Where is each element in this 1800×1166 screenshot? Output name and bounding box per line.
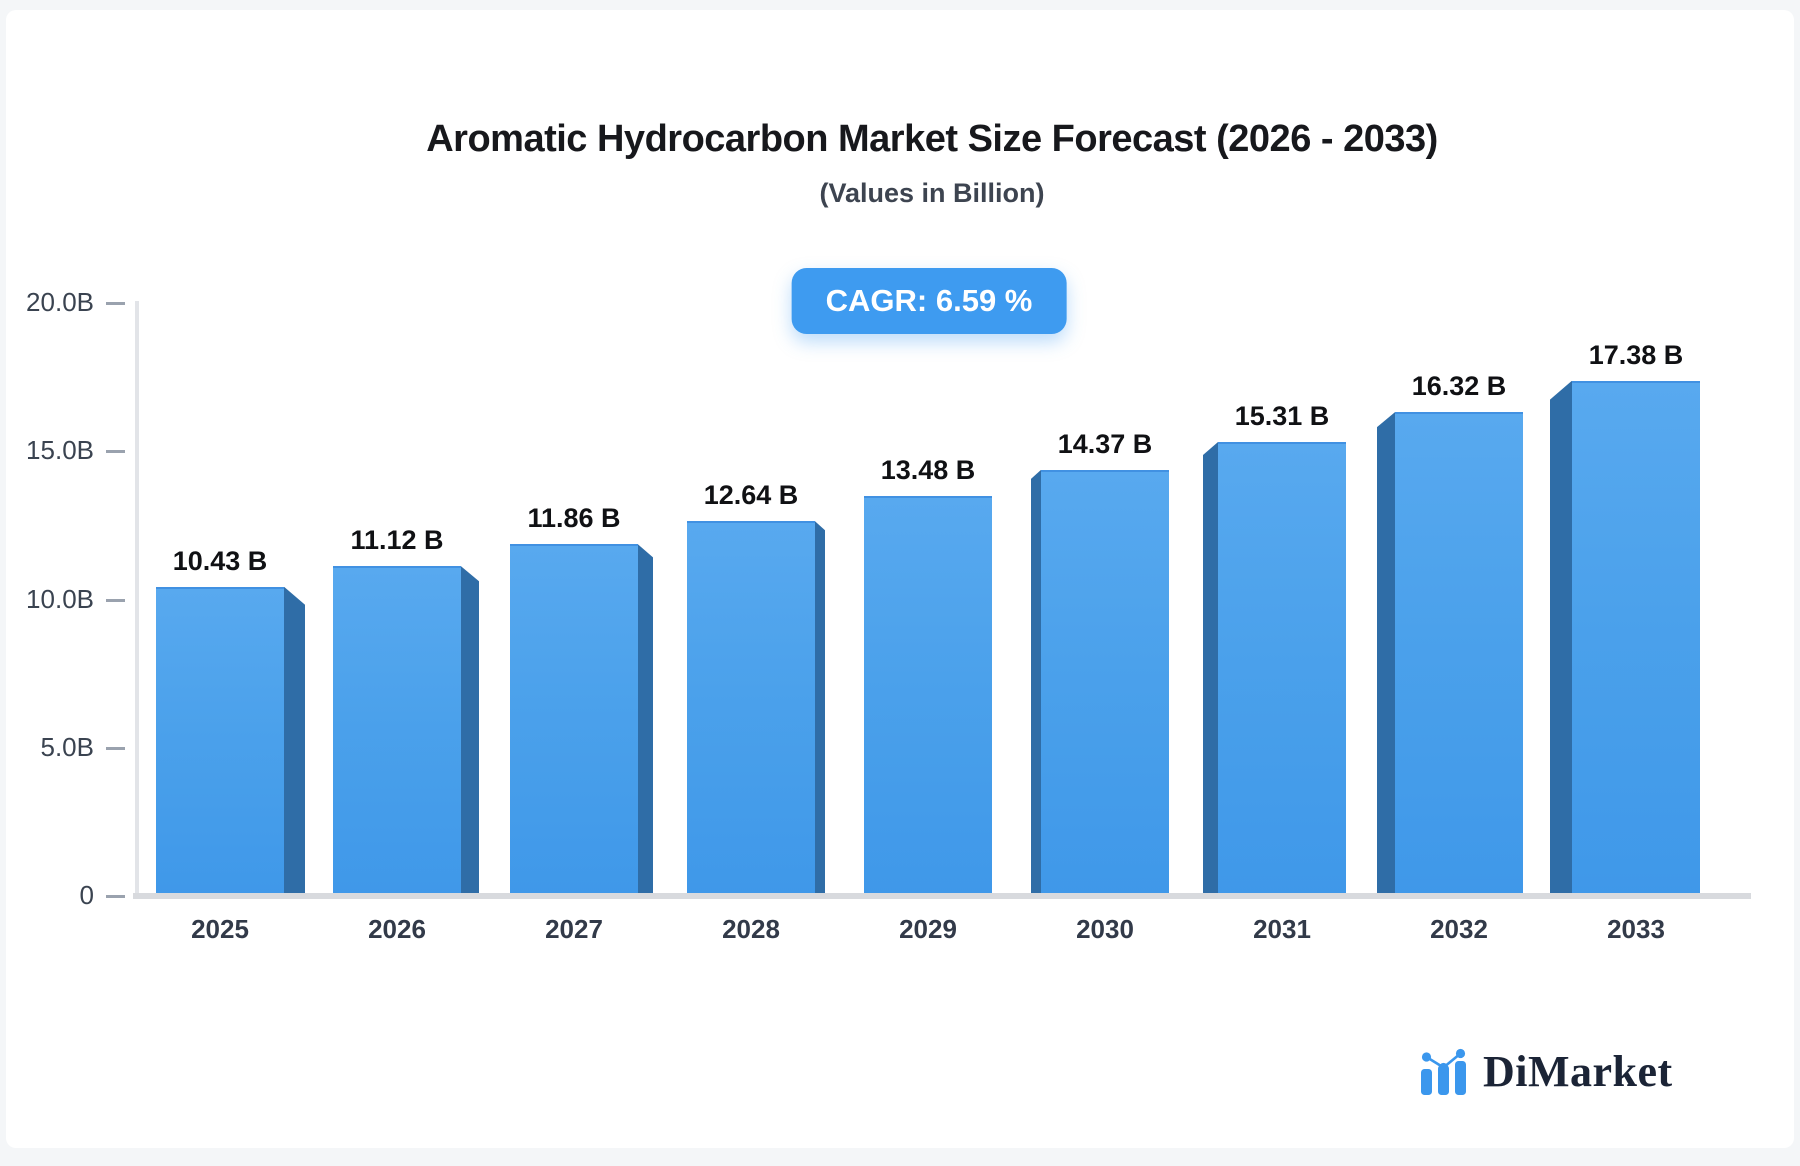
y-axis-tick-mark [106,895,125,898]
bar-2032-side [1377,412,1395,896]
y-axis-tick-mark [106,598,125,602]
bar-value-label-2028: 12.64 B [703,480,799,511]
y-axis-line [135,301,139,898]
y-axis-tick-mark [106,746,125,750]
chart-card: Aromatic Hydrocarbon Market Size Forecas… [6,10,1794,1148]
x-axis-label-2032: 2032 [1430,914,1488,944]
bar-2032 [1395,412,1523,896]
y-axis-tick-label: 15.0B [26,435,94,466]
bar-2026-side [461,566,479,896]
chart-subtitle: (Values in Billion) [819,178,1045,208]
bar-chart-plot: 20.0B 15.0B 10.0B 5.0B 0 10.43 B 2025 11.12 B 20… [6,10,1800,1166]
bar-2031 [1218,442,1346,896]
bar-2026 [333,566,461,896]
chart-title: Aromatic Hydrocarbon Market Size Forecas… [426,118,1438,160]
bar-value-label-2025: 10.43 B [172,545,268,576]
bar-value-label-2031: 15.31 B [1234,401,1330,432]
bar-2033-side [1550,380,1572,896]
bar-value-label-2026: 11.12 B [350,525,444,556]
x-axis-label-2025: 2025 [191,914,249,944]
bar-2025-side [284,586,305,896]
bar-2027-side [638,544,653,896]
bar-2031-side [1203,442,1218,896]
bar-2025 [156,586,284,896]
bar-value-label-2030: 14.37 B [1057,428,1153,459]
bar-chart-logo-icon [1421,1048,1466,1095]
bar-2028 [687,521,815,896]
x-axis-line [133,893,1751,899]
bar-value-label-2029: 13.48 B [880,455,976,486]
y-axis-tick-label: 5.0B [40,731,95,762]
bar-value-label-2032: 16.32 B [1411,371,1507,402]
bar-2028-side [815,521,825,896]
x-axis-label-2031: 2031 [1253,914,1311,944]
bar-value-label-2027: 11.86 B [527,503,621,534]
y-axis-tick-label: 10.0B [26,583,94,614]
y-axis-tick-mark [106,450,125,454]
bar-2030 [1041,469,1169,896]
y-axis-tick-label: 0 [79,880,94,910]
y-axis-tick-mark [106,302,125,305]
y-axis-tick-label: 20.0B [26,287,94,317]
x-axis-label-2033: 2033 [1607,914,1665,944]
bar-2033 [1572,380,1700,896]
x-axis-label-2027: 2027 [545,914,603,944]
x-axis-label-2026: 2026 [368,914,426,944]
x-axis-label-2029: 2029 [899,914,957,944]
dimarket-logo-text: DiMarket [1483,1047,1673,1096]
x-axis-label-2028: 2028 [722,914,780,944]
bar-2027 [510,544,638,896]
dimarket-logo: DiMarket [1418,1046,1673,1097]
x-axis-label-2030: 2030 [1076,914,1134,944]
bar-value-label-2033: 17.38 B [1588,339,1684,370]
bar-2030-side [1031,469,1041,896]
bar-2029 [864,496,992,896]
cagr-badge: CAGR: 6.59 % [791,268,1067,334]
